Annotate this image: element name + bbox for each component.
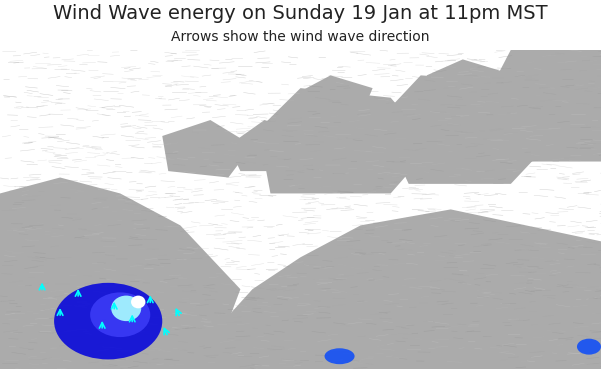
Ellipse shape: [325, 348, 355, 364]
Text: Wind Wave energy on Sunday 19 Jan at 11pm MST: Wind Wave energy on Sunday 19 Jan at 11p…: [53, 4, 548, 24]
Polygon shape: [228, 120, 313, 171]
Polygon shape: [300, 75, 373, 117]
Ellipse shape: [577, 339, 601, 355]
Polygon shape: [379, 75, 553, 184]
Ellipse shape: [111, 296, 141, 321]
Polygon shape: [180, 210, 601, 369]
Polygon shape: [427, 59, 505, 104]
Polygon shape: [258, 88, 433, 193]
Ellipse shape: [54, 283, 162, 359]
Polygon shape: [162, 120, 252, 177]
Text: Arrows show the wind wave direction: Arrows show the wind wave direction: [171, 30, 430, 44]
Polygon shape: [0, 177, 240, 369]
Ellipse shape: [131, 296, 145, 308]
Ellipse shape: [90, 292, 150, 337]
Polygon shape: [481, 50, 601, 162]
